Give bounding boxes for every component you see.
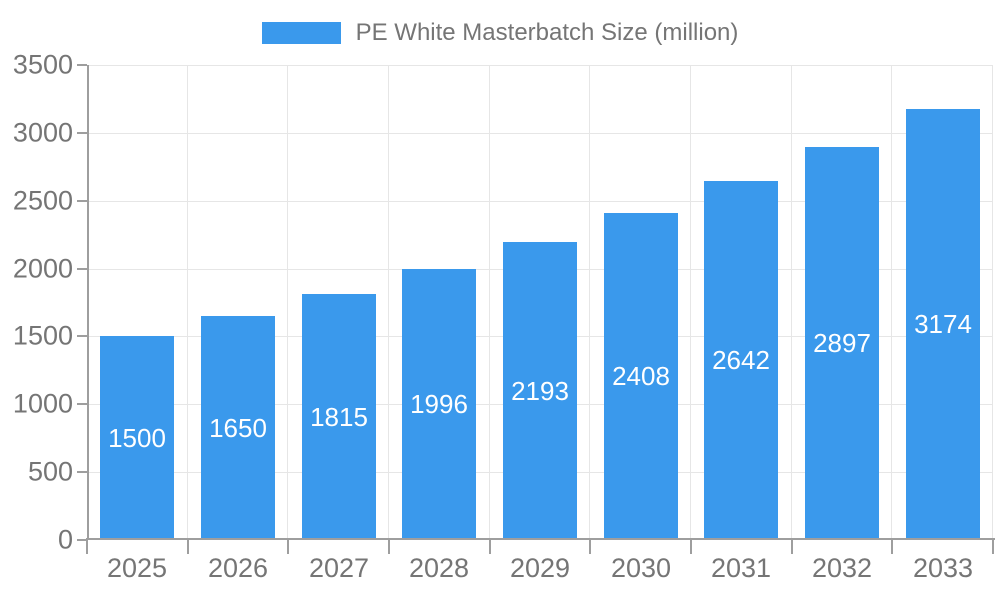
y-tick-label: 2000 (12, 253, 73, 284)
x-tick (690, 538, 692, 554)
x-gridline (489, 65, 490, 540)
x-gridline (287, 65, 288, 540)
x-tick (388, 538, 390, 554)
x-gridline (791, 65, 792, 540)
x-tick (86, 538, 88, 554)
legend-swatch (261, 22, 341, 44)
x-tick-label: 2026 (207, 553, 269, 583)
bar[interactable]: 1500 (100, 336, 174, 540)
y-gridline (87, 65, 993, 66)
x-axis-line (87, 538, 995, 540)
x-tick-label: 2028 (408, 553, 470, 583)
bar-value-label: 2408 (612, 361, 670, 391)
x-tick-label: 2029 (509, 553, 571, 583)
x-tick (891, 538, 893, 554)
y-gridline (87, 201, 993, 202)
bar[interactable]: 1996 (402, 269, 476, 540)
bar[interactable]: 1815 (302, 294, 376, 540)
x-tick-label: 2031 (710, 553, 772, 583)
y-tick-label: 3500 (12, 49, 73, 80)
y-tick (77, 335, 87, 337)
bar-value-label: 3174 (914, 309, 972, 339)
x-gridline (187, 65, 188, 540)
x-tick-label: 2032 (811, 553, 873, 583)
bar[interactable]: 2642 (704, 181, 778, 540)
legend-label: PE White Masterbatch Size (million) (355, 19, 739, 46)
x-tick (791, 538, 793, 554)
y-axis-line (87, 65, 89, 540)
y-tick-label: 1000 (12, 388, 73, 419)
x-tick (187, 538, 189, 554)
x-tick-label: 2025 (106, 553, 168, 583)
y-tick-label: 1500 (12, 320, 73, 351)
x-gridline (992, 65, 993, 540)
x-tick-label: 2033 (912, 553, 974, 583)
bar[interactable]: 2897 (805, 147, 879, 540)
y-tick (77, 539, 87, 541)
x-tick (992, 538, 994, 554)
x-gridline (891, 65, 892, 540)
x-tick-label: 2027 (308, 553, 370, 583)
bar[interactable]: 2408 (604, 213, 678, 540)
bar-value-label: 2897 (813, 328, 871, 358)
bar-value-label: 1996 (410, 389, 468, 419)
y-tick-label: 0 (57, 524, 73, 555)
x-tick (489, 538, 491, 554)
bar-value-label: 2193 (511, 375, 569, 406)
bar-value-label: 2642 (712, 345, 770, 375)
y-tick (77, 471, 87, 473)
bar-value-label: 1650 (209, 412, 267, 443)
plot-area: 0 500 1000 1500 2000 2500 3000 3500 1500 1650 1815… (13, 50, 995, 583)
y-tick (77, 200, 87, 202)
bar-value-label: 1815 (310, 401, 368, 432)
y-tick-label: 3000 (12, 117, 73, 148)
bar[interactable]: 3174 (906, 109, 980, 540)
y-tick-label: 500 (27, 456, 73, 487)
x-gridline (388, 65, 389, 540)
x-tick (287, 538, 289, 554)
x-gridline (589, 65, 590, 540)
y-tick-label: 2500 (12, 185, 73, 216)
y-tick (77, 132, 87, 134)
y-gridline (87, 133, 993, 134)
y-tick (77, 64, 87, 66)
legend[interactable]: PE White Masterbatch Size (million) (0, 19, 1000, 47)
bar[interactable]: 1650 (201, 316, 275, 540)
y-tick (77, 268, 87, 270)
bar[interactable]: 2193 (503, 242, 577, 540)
x-gridline (690, 65, 691, 540)
x-tick (589, 538, 591, 554)
y-tick (77, 403, 87, 405)
x-tick-label: 2030 (610, 553, 672, 583)
bar-value-label: 1500 (108, 422, 166, 453)
